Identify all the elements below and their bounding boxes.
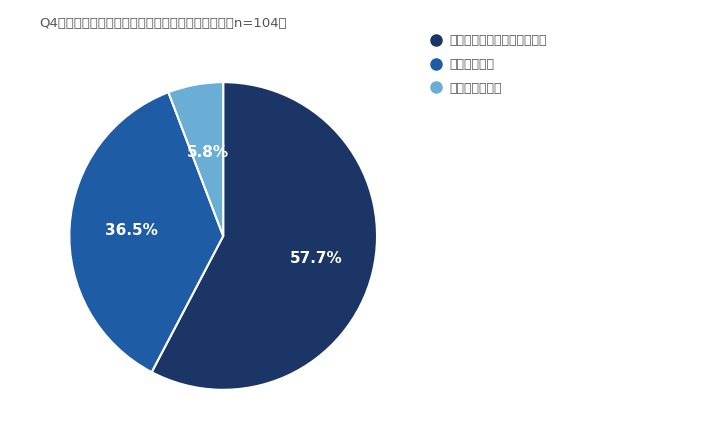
Legend: 正規雇用・非正規雇用の両方, 正規雇用のみ, 非正規雇用のみ: 正規雇用・非正規雇用の両方, 正規雇用のみ, 非正規雇用のみ bbox=[429, 31, 551, 98]
Text: 5.8%: 5.8% bbox=[186, 145, 229, 160]
Text: Q4．賃上げを実施する雇用形態を教えてください（n=104）: Q4．賃上げを実施する雇用形態を教えてください（n=104） bbox=[40, 17, 287, 31]
Wedge shape bbox=[168, 82, 223, 236]
Text: 36.5%: 36.5% bbox=[104, 223, 158, 238]
Wedge shape bbox=[69, 92, 223, 372]
Wedge shape bbox=[152, 82, 377, 390]
Text: 57.7%: 57.7% bbox=[289, 251, 342, 266]
